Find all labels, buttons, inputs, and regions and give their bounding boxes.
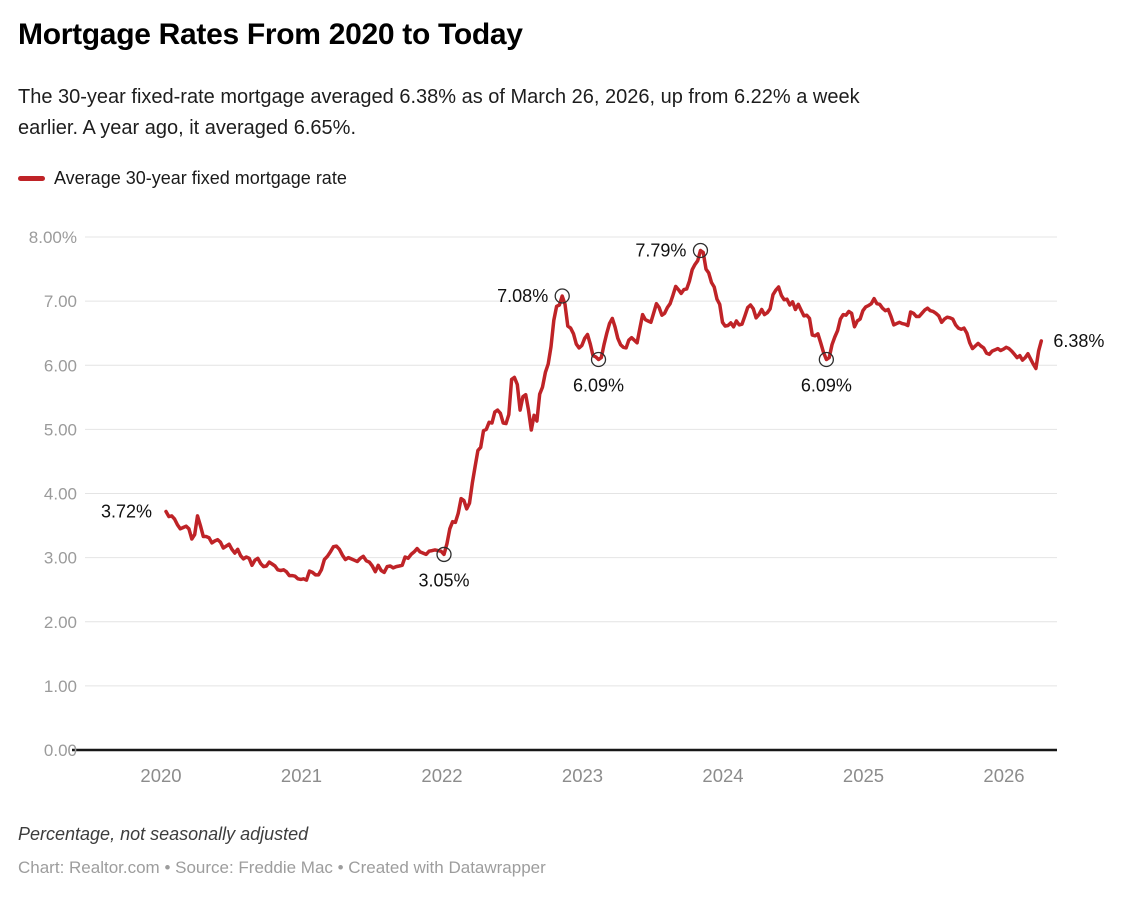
y-axis-label: 5.00 — [44, 420, 77, 439]
x-axis-label: 2023 — [562, 765, 603, 786]
annotation-marker — [436, 546, 452, 563]
y-axis-label: 7.00 — [44, 292, 77, 311]
x-axis-label: 2021 — [281, 765, 322, 786]
annotation-marker — [692, 242, 709, 259]
legend-line-swatch-icon — [18, 176, 45, 181]
annotation-marker — [590, 351, 607, 368]
x-axis-label: 2022 — [421, 765, 462, 786]
y-axis-label: 6.00 — [44, 356, 77, 375]
legend-label: Average 30-year fixed mortgage rate — [54, 168, 347, 188]
annotation-label: 6.09% — [573, 375, 624, 395]
x-axis-label: 2026 — [983, 765, 1024, 786]
annotation-label: 3.05% — [418, 570, 469, 590]
chart-credit: Chart: Realtor.com • Source: Freddie Mac… — [18, 858, 546, 877]
chart-title: Mortgage Rates From 2020 to Today — [18, 18, 523, 51]
annotation-label: 6.38% — [1053, 331, 1104, 351]
y-axis-label: 4.00 — [44, 485, 77, 504]
chart-footnote: Percentage, not seasonally adjusted — [18, 824, 309, 844]
annotation-label: 3.72% — [101, 501, 152, 521]
y-axis-label: 3.00 — [44, 549, 77, 568]
chart-subtitle: The 30-year fixed-rate mortgage averaged… — [18, 86, 860, 139]
x-axis-label: 2024 — [702, 765, 743, 786]
mortgage-rate-line-chart: 0.00 1.00 2.00 3.00 4.00 5.00 6.00 7.00 8.00% 202… — [29, 228, 1105, 786]
annotation-label: 7.79% — [635, 240, 686, 260]
annotation-label: 7.08% — [497, 286, 548, 306]
y-axis-label: 1.00 — [44, 677, 77, 696]
annotation-marker — [818, 351, 834, 368]
annotation-marker — [554, 288, 570, 304]
annotation-label: 6.09% — [801, 375, 852, 395]
y-axis-label: 8.00% — [29, 228, 77, 247]
y-axis-label: 0.00 — [44, 741, 77, 760]
rate-line — [164, 248, 1044, 582]
x-axis-label: 2025 — [843, 765, 884, 786]
y-axis-label: 2.00 — [44, 613, 77, 632]
legend: Average 30-year fixed mortgage rate — [18, 168, 347, 189]
x-axis-label: 2020 — [140, 765, 181, 786]
